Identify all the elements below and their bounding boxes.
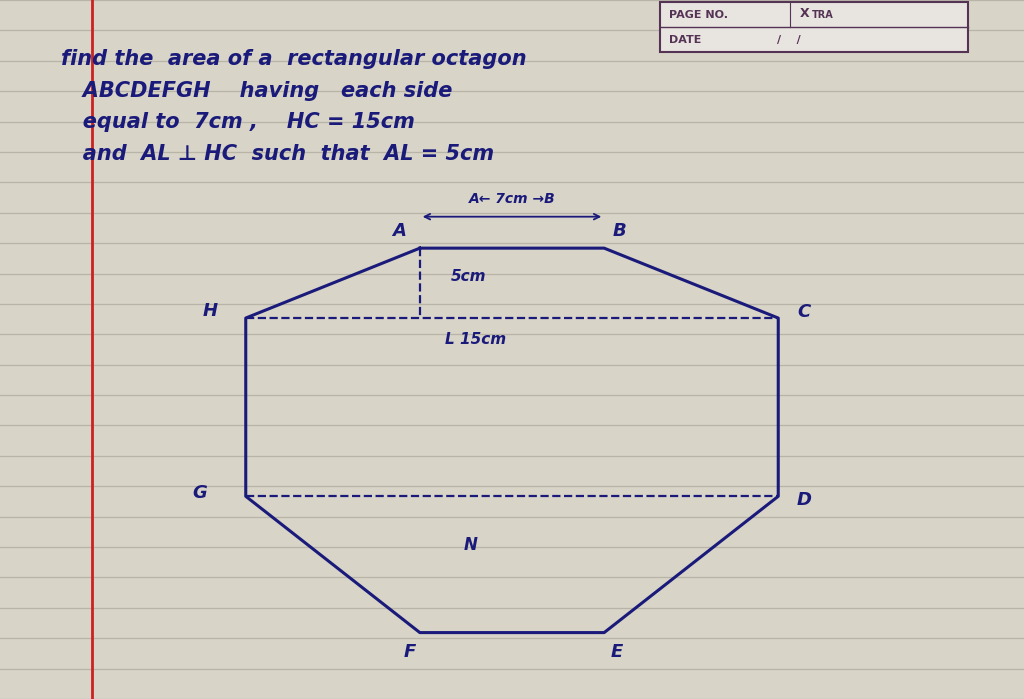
Text: H: H <box>203 302 217 320</box>
Text: and  AL ⊥ HC  such  that  AL = 5cm: and AL ⊥ HC such that AL = 5cm <box>61 144 495 164</box>
Text: 5cm: 5cm <box>451 268 486 284</box>
Text: TRA: TRA <box>812 10 834 20</box>
Text: A: A <box>392 222 407 240</box>
Text: D: D <box>797 491 811 509</box>
Text: B: B <box>612 222 627 240</box>
Text: equal to  7cm ,    HC = 15cm: equal to 7cm , HC = 15cm <box>61 113 416 132</box>
Text: F: F <box>403 643 416 661</box>
Text: /    /: / / <box>777 35 801 45</box>
Text: DATE: DATE <box>669 35 701 45</box>
Bar <box>660 2 968 52</box>
Text: ABCDEFGH    having   each side: ABCDEFGH having each side <box>61 81 453 101</box>
Text: A← 7cm →B: A← 7cm →B <box>469 192 555 206</box>
Text: X: X <box>800 7 809 20</box>
Text: E: E <box>610 643 623 661</box>
Text: L 15cm: L 15cm <box>445 331 507 347</box>
Text: PAGE NO.: PAGE NO. <box>669 10 728 20</box>
Text: C: C <box>798 303 810 322</box>
Text: G: G <box>193 484 207 502</box>
Text: find the  area of a  rectangular octagon: find the area of a rectangular octagon <box>61 50 527 69</box>
Text: N: N <box>464 536 478 554</box>
